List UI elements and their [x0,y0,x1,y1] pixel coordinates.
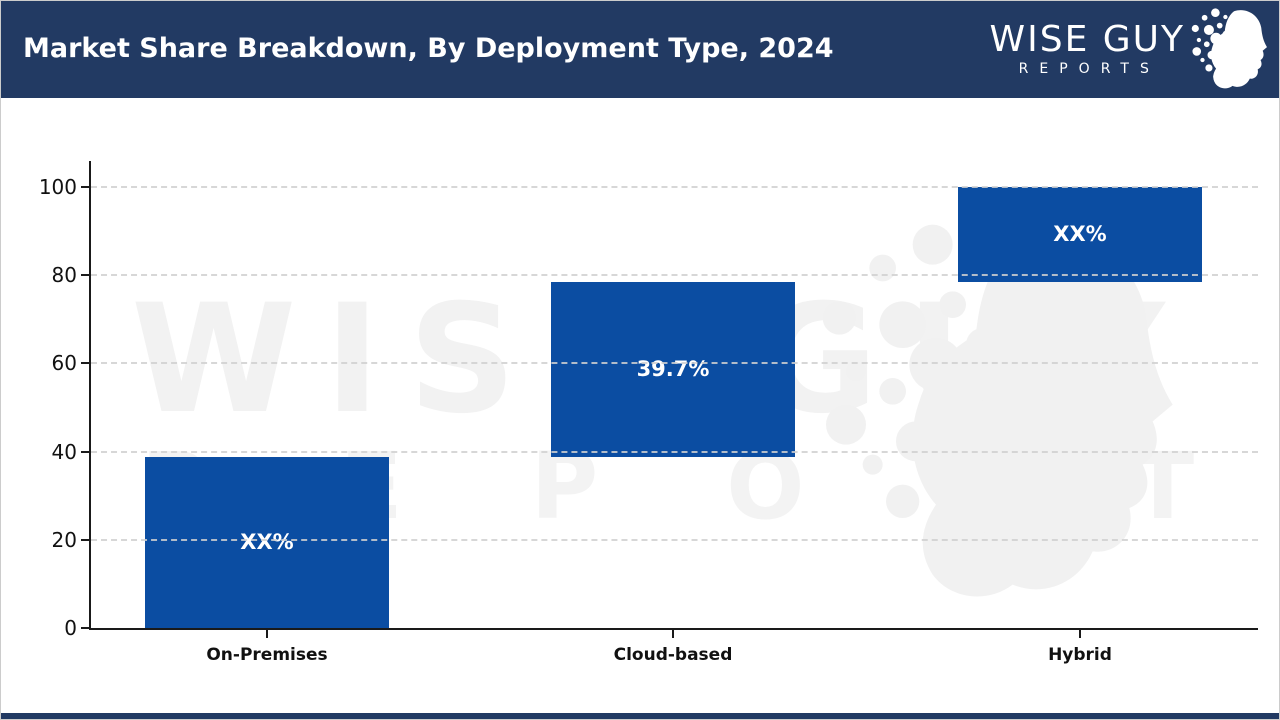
bar: 39.7% [551,281,795,457]
gridline [91,186,1258,189]
bar-value-label: 39.7% [636,357,710,382]
logo-wordmark: WISE GUY REPORTS [989,19,1186,78]
logo-line2: REPORTS [1018,61,1160,77]
y-tick-mark [81,538,89,541]
y-tick-label: 80 [51,263,77,288]
y-tick-mark [81,186,89,189]
x-category-label: On-Premises [206,645,328,665]
x-category-label: Cloud-based [613,645,733,665]
gridline [91,450,1258,453]
logo-line1: WISE GUY [989,19,1185,60]
bar: XX% [145,456,389,628]
y-tick-label: 60 [51,351,77,376]
y-tick-label: 40 [51,439,77,464]
y-tick-label: 0 [64,616,77,640]
gridline [91,274,1258,277]
wise-guy-logo: WISE GUY REPORTS [990,7,1272,93]
bar: XX% [958,187,1202,282]
gridline [91,538,1258,541]
chart-area: WISE GUY R E P O R T S 020406080100XX%On… [1,98,1279,715]
y-tick-label: 20 [51,527,77,552]
bar-value-label: XX% [1053,222,1107,247]
header: Market Share Breakdown, By Deployment Ty… [1,1,1279,98]
y-tick-mark [81,450,89,453]
x-tick-mark [672,630,674,638]
bar-value-label: XX% [240,530,294,555]
logo-face-icon [1191,7,1267,88]
y-tick-mark [81,274,89,277]
footer-stripe [1,713,1279,719]
x-tick-mark [266,630,268,638]
x-category-label: Hybrid [1048,645,1112,665]
page-title: Market Share Breakdown, By Deployment Ty… [23,33,834,65]
x-tick-mark [1079,630,1081,638]
y-tick-mark [81,627,89,629]
y-tick-mark [81,362,89,365]
gridline [91,362,1258,365]
y-tick-label: 100 [38,175,77,200]
plot: 0 20 40 60 80 100 XX% On-Premises 39.7% Cloud-bas… [39,161,1258,665]
